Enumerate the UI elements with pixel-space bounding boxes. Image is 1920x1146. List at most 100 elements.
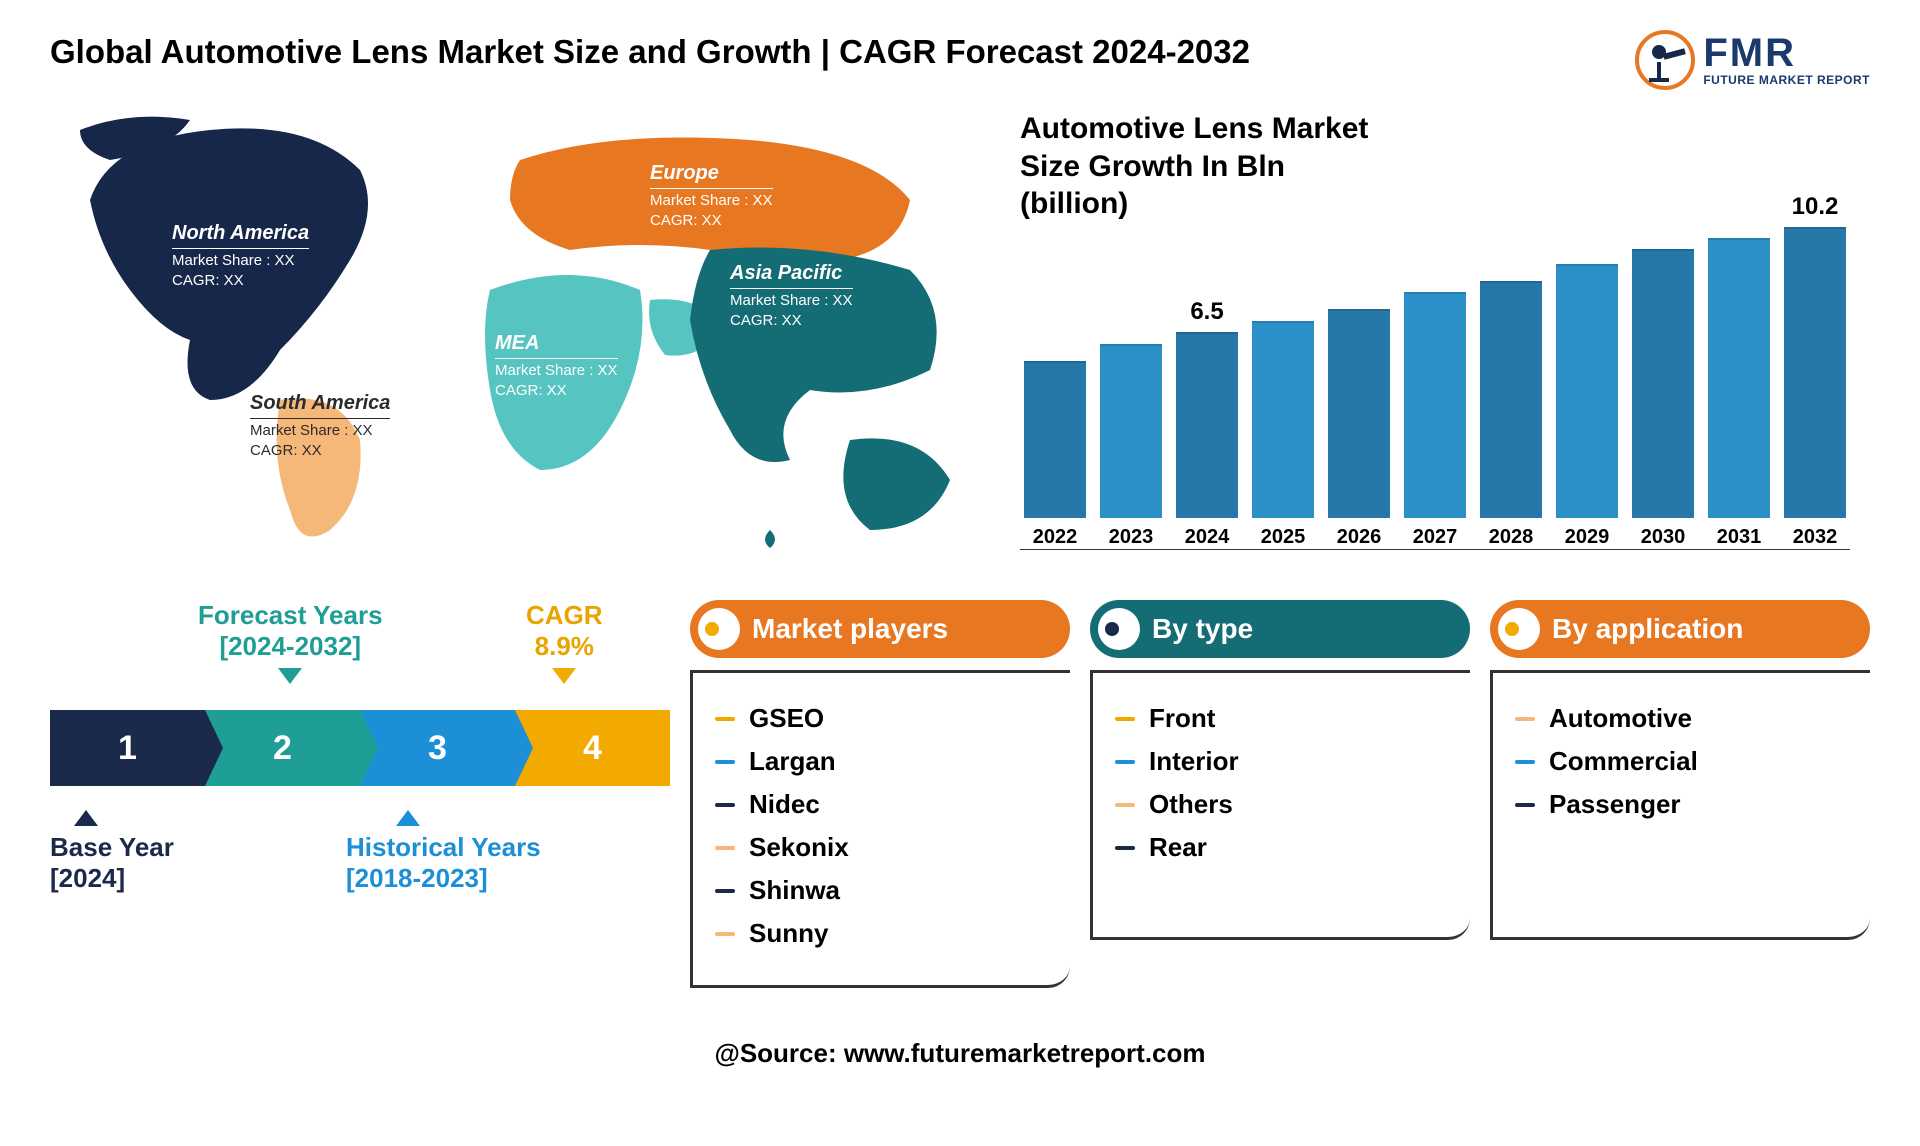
segment-item-label: Others	[1149, 789, 1233, 820]
bar-col: 2030	[1632, 243, 1694, 549]
timeline-seg: 4	[515, 710, 670, 786]
tick-icon	[715, 717, 735, 721]
bar	[1328, 309, 1390, 518]
bar	[1404, 292, 1466, 518]
tick-icon	[715, 889, 735, 893]
dot-icon	[698, 608, 740, 650]
bar-year-label: 2026	[1337, 526, 1382, 549]
segment-item: Shinwa	[715, 875, 1052, 906]
timeline-seg: 1	[50, 710, 205, 786]
segment-item: Others	[1115, 789, 1452, 820]
logo-sub: FUTURE MARKET REPORT	[1703, 73, 1870, 87]
tl-historical: Historical Years[2018-2023]	[346, 806, 541, 894]
bar-col: 2026	[1328, 303, 1390, 549]
segment-item: Front	[1115, 703, 1452, 734]
bar	[1784, 227, 1846, 518]
dot-icon	[1098, 608, 1140, 650]
bar	[1024, 361, 1086, 518]
timeline-seg: 3	[360, 710, 515, 786]
tick-icon	[1115, 846, 1135, 850]
segment-item: Interior	[1115, 746, 1452, 777]
map-label-na: North America Market Share : XX CAGR: XX	[172, 220, 309, 290]
bar-year-label: 2031	[1717, 526, 1762, 549]
bar-year-label: 2023	[1109, 526, 1154, 549]
tick-icon	[1515, 717, 1535, 721]
bar-col: 2022	[1024, 355, 1086, 549]
bar	[1632, 249, 1694, 518]
tick-icon	[715, 846, 735, 850]
pill-application: By application	[1490, 600, 1870, 658]
chart-title: Automotive Lens Market Size Growth In Bl…	[1020, 110, 1380, 223]
bar-col: 10.2 2032	[1784, 193, 1846, 549]
tick-icon	[1115, 760, 1135, 764]
segment-item: GSEO	[715, 703, 1052, 734]
segment-item-label: GSEO	[749, 703, 824, 734]
bar-year-label: 2022	[1033, 526, 1078, 549]
segment-item-label: Passenger	[1549, 789, 1681, 820]
bar	[1556, 264, 1618, 518]
timeline: Forecast Years[2024-2032] CAGR8.9% 1234 …	[50, 600, 670, 786]
segment-list: GSEO Largan Nidec Sekonix Shinwa Sunny	[690, 670, 1070, 988]
timeline-bar: 1234	[50, 710, 670, 786]
bottom-row: Forecast Years[2024-2032] CAGR8.9% 1234 …	[50, 600, 1870, 988]
tl-forecast: Forecast Years[2024-2032]	[198, 600, 383, 688]
map-label-sa: South America Market Share : XX CAGR: XX	[250, 390, 390, 460]
top-row: North America Market Share : XX CAGR: XX…	[50, 100, 1870, 560]
world-map: North America Market Share : XX CAGR: XX…	[50, 100, 990, 560]
segment-application: By application Automotive Commercial Passe…	[1490, 600, 1870, 940]
tick-icon	[1115, 717, 1135, 721]
tl-base: Base Year[2024]	[50, 806, 174, 894]
bar-col: 2031	[1708, 232, 1770, 549]
bar-year-label: 2024	[1185, 526, 1230, 549]
segment-item: Automotive	[1515, 703, 1852, 734]
bar-col: 2025	[1252, 315, 1314, 549]
logo-abbrev: FMR	[1703, 33, 1870, 73]
segment-item-label: Interior	[1149, 746, 1239, 777]
tick-icon	[715, 932, 735, 936]
bar-chart: Automotive Lens Market Size Growth In Bl…	[1020, 100, 1870, 560]
pill-type: By type	[1090, 600, 1470, 658]
bar	[1480, 281, 1542, 518]
segment-item: Nidec	[715, 789, 1052, 820]
pill-players: Market players	[690, 600, 1070, 658]
segment-item: Passenger	[1515, 789, 1852, 820]
brand-logo: FMR FUTURE MARKET REPORT	[1635, 30, 1870, 90]
telescope-icon	[1635, 30, 1695, 90]
bar-col: 6.5 2024	[1176, 298, 1238, 549]
bar-year-label: 2028	[1489, 526, 1534, 549]
segment-list: Automotive Commercial Passenger	[1490, 670, 1870, 940]
segment-item-label: Sekonix	[749, 832, 849, 863]
bar-col: 2023	[1100, 338, 1162, 549]
tick-icon	[1515, 760, 1535, 764]
segment-item-label: Shinwa	[749, 875, 840, 906]
segment-list: Front Interior Others Rear	[1090, 670, 1470, 940]
tick-icon	[715, 803, 735, 807]
dot-icon	[1498, 608, 1540, 650]
segment-item-label: Largan	[749, 746, 836, 777]
bar-year-label: 2025	[1261, 526, 1306, 549]
bar-value-label: 6.5	[1190, 298, 1223, 326]
map-label-eu: Europe Market Share : XX CAGR: XX	[650, 160, 773, 230]
segment-item-label: Commercial	[1549, 746, 1698, 777]
bars-container: 2022 2023 6.5 2024 2025 2026 2027 2028 2029 2030 2…	[1020, 210, 1850, 550]
segment-item: Rear	[1115, 832, 1452, 863]
bar-col: 2027	[1404, 286, 1466, 549]
tick-icon	[1515, 803, 1535, 807]
map-label-apac: Asia Pacific Market Share : XX CAGR: XX	[730, 260, 853, 330]
bar-year-label: 2032	[1793, 526, 1838, 549]
segment-item-label: Sunny	[749, 918, 828, 949]
segment-item: Sekonix	[715, 832, 1052, 863]
bar-col: 2028	[1480, 275, 1542, 549]
segment-item-label: Nidec	[749, 789, 820, 820]
bar-year-label: 2029	[1565, 526, 1610, 549]
segment-item: Largan	[715, 746, 1052, 777]
bar-value-label: 10.2	[1792, 193, 1839, 221]
segment-type: By type Front Interior Others Rear	[1090, 600, 1470, 940]
segment-item: Sunny	[715, 918, 1052, 949]
timeline-seg: 2	[205, 710, 360, 786]
bar	[1708, 238, 1770, 518]
segment-item-label: Front	[1149, 703, 1215, 734]
tl-cagr: CAGR8.9%	[526, 600, 603, 688]
bar	[1100, 344, 1162, 518]
bar	[1176, 332, 1238, 518]
